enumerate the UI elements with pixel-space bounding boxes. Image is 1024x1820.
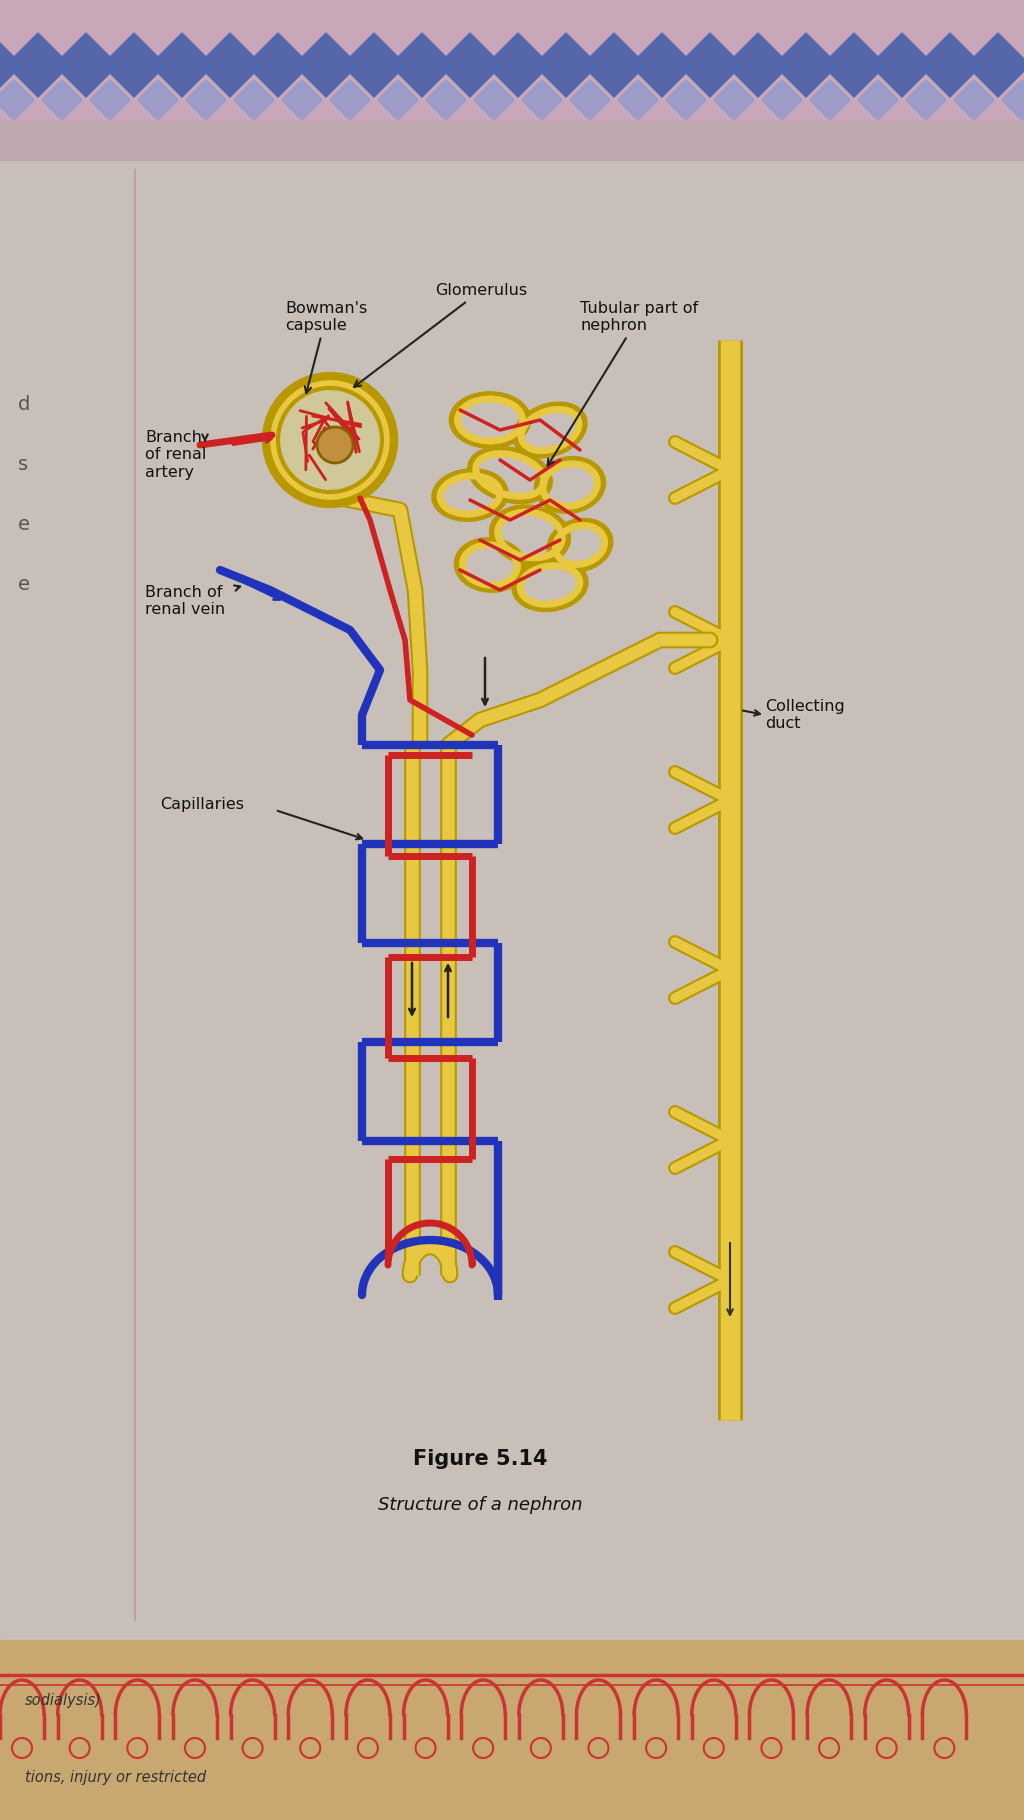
Circle shape: [646, 1738, 667, 1758]
Polygon shape: [102, 33, 166, 96]
Polygon shape: [54, 33, 118, 96]
Polygon shape: [390, 33, 454, 96]
Circle shape: [266, 377, 394, 504]
Polygon shape: [6, 33, 70, 96]
Polygon shape: [534, 33, 598, 96]
Polygon shape: [330, 80, 370, 120]
Circle shape: [300, 1738, 321, 1758]
Polygon shape: [246, 33, 310, 96]
Circle shape: [317, 428, 353, 462]
Polygon shape: [474, 80, 514, 120]
Circle shape: [877, 1738, 897, 1758]
Bar: [0, 0, 1024, 160]
Polygon shape: [378, 80, 418, 120]
Circle shape: [530, 1738, 551, 1758]
Polygon shape: [282, 80, 322, 120]
Polygon shape: [186, 80, 226, 120]
Polygon shape: [762, 80, 802, 120]
Polygon shape: [918, 33, 982, 96]
Polygon shape: [954, 80, 994, 120]
Polygon shape: [138, 80, 178, 120]
Polygon shape: [234, 80, 274, 120]
Polygon shape: [618, 80, 658, 120]
Polygon shape: [870, 33, 934, 96]
Polygon shape: [858, 80, 898, 120]
Text: Structure of a nephron: Structure of a nephron: [378, 1496, 583, 1514]
Polygon shape: [42, 80, 82, 120]
Polygon shape: [0, 80, 34, 120]
Polygon shape: [342, 33, 406, 96]
Circle shape: [819, 1738, 839, 1758]
Text: e: e: [18, 515, 30, 533]
Polygon shape: [906, 80, 946, 120]
Polygon shape: [522, 80, 562, 120]
Polygon shape: [714, 80, 754, 120]
Circle shape: [416, 1738, 435, 1758]
Polygon shape: [810, 80, 850, 120]
Polygon shape: [774, 33, 838, 96]
Polygon shape: [678, 33, 742, 96]
Polygon shape: [1002, 80, 1024, 120]
Text: sodialysis): sodialysis): [25, 1693, 101, 1707]
Polygon shape: [570, 80, 610, 120]
Circle shape: [703, 1738, 724, 1758]
Polygon shape: [822, 33, 886, 96]
Text: Bowman's
capsule: Bowman's capsule: [285, 300, 368, 393]
Polygon shape: [426, 80, 466, 120]
Polygon shape: [966, 33, 1024, 96]
Text: d: d: [18, 395, 31, 413]
Polygon shape: [582, 33, 646, 96]
Polygon shape: [294, 33, 358, 96]
Polygon shape: [726, 33, 790, 96]
Text: Tubular part of
nephron: Tubular part of nephron: [548, 300, 698, 466]
Polygon shape: [438, 33, 502, 96]
Polygon shape: [630, 33, 694, 96]
Circle shape: [762, 1738, 781, 1758]
Polygon shape: [90, 80, 130, 120]
Text: Glomerulus: Glomerulus: [354, 282, 527, 388]
Circle shape: [127, 1738, 147, 1758]
Text: s: s: [18, 455, 28, 473]
Text: tions, injury or restricted: tions, injury or restricted: [25, 1771, 206, 1785]
Text: Collecting
duct: Collecting duct: [765, 699, 845, 732]
Circle shape: [243, 1738, 262, 1758]
Circle shape: [12, 1738, 32, 1758]
Text: Branch of
renal vein: Branch of renal vein: [145, 584, 225, 617]
Circle shape: [278, 388, 382, 491]
Text: Capillaries: Capillaries: [160, 797, 244, 812]
Bar: [0, 0, 1024, 120]
Polygon shape: [666, 80, 706, 120]
Polygon shape: [198, 33, 262, 96]
Text: e: e: [18, 575, 30, 593]
Circle shape: [589, 1738, 608, 1758]
Bar: [0, 1640, 1024, 1820]
Text: Branch
of renal
artery: Branch of renal artery: [145, 430, 207, 480]
Polygon shape: [150, 33, 214, 96]
Text: Figure 5.14: Figure 5.14: [413, 1449, 547, 1469]
Circle shape: [185, 1738, 205, 1758]
Circle shape: [357, 1738, 378, 1758]
Polygon shape: [0, 33, 22, 96]
Circle shape: [70, 1738, 90, 1758]
Circle shape: [934, 1738, 954, 1758]
Circle shape: [473, 1738, 494, 1758]
Polygon shape: [486, 33, 550, 96]
